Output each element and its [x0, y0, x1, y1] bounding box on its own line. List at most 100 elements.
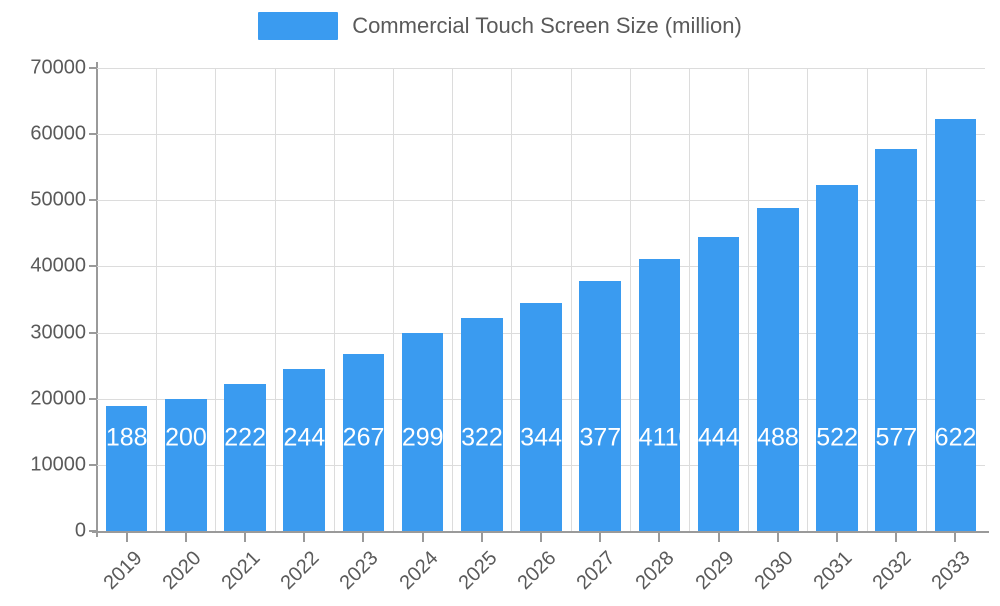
y-axis-tick-mark	[89, 331, 97, 334]
bar-column[interactable]: 41100	[638, 259, 681, 531]
x-axis-tick-label: 2022	[276, 547, 324, 595]
x-axis-tick-mark	[776, 533, 779, 542]
x-axis-tick-labels: 2019 2020 2021 2022 2023 2024 2025 2026 2027 2028…	[97, 533, 985, 600]
x-axis-tick-mark	[480, 533, 483, 542]
y-axis-tick-labels: 0 10000 20000 30000 40000 50000 60000 70000	[0, 0, 97, 600]
x-axis-tick-label: 2020	[158, 547, 206, 595]
bar[interactable]	[757, 207, 799, 531]
bar[interactable]	[165, 398, 207, 531]
bar[interactable]	[105, 406, 148, 531]
y-axis-tick-label: 70000	[30, 56, 86, 79]
x-axis-tick-label: 2033	[927, 547, 975, 595]
x-axis-tick-label: 2029	[691, 547, 739, 595]
bar-column[interactable]: 18850	[105, 406, 148, 531]
x-axis-tick-mark	[362, 533, 365, 542]
y-axis-tick-label: 20000	[30, 387, 86, 410]
x-axis-tick-label: 2019	[99, 547, 147, 595]
x-axis-tick-mark	[599, 533, 602, 542]
x-axis-tick-mark	[540, 533, 542, 542]
bar-value-label: 22200	[224, 425, 266, 451]
y-axis-tick-label: 0	[74, 519, 86, 542]
bar[interactable]	[224, 384, 266, 531]
legend-swatch-icon	[258, 12, 339, 40]
y-axis-tick-label: 40000	[30, 254, 86, 277]
y-axis-tick-mark	[89, 199, 97, 202]
bar-value-label: 18850	[105, 425, 148, 451]
bar[interactable]	[342, 354, 385, 531]
y-axis-tick-label: 60000	[30, 122, 86, 145]
bar[interactable]	[579, 281, 621, 531]
bar-column[interactable]: 29950	[401, 332, 444, 531]
bar[interactable]	[934, 119, 977, 531]
bar-value-label: 41100	[638, 425, 680, 451]
x-axis-tick-mark	[836, 533, 838, 542]
x-axis-tick-mark	[421, 533, 424, 542]
x-axis-tick-label: 2026	[513, 547, 561, 595]
bar-column[interactable]: 48860	[757, 207, 799, 531]
bar-column[interactable]: 44470	[697, 236, 740, 531]
bar[interactable]	[638, 259, 681, 531]
bar-series: 18850 20000 22200 24450 26700 29950 32200 34480…	[97, 68, 985, 531]
x-axis-tick-label: 2021	[217, 547, 265, 595]
x-axis-tick-mark	[954, 533, 957, 542]
bar[interactable]	[461, 318, 503, 531]
legend-label: Commercial Touch Screen Size (million)	[352, 13, 742, 38]
x-axis-tick-label: 2025	[454, 547, 502, 595]
y-axis-tick-label: 30000	[30, 321, 86, 344]
bar-value-label: 62240	[934, 425, 977, 451]
y-axis-tick-mark	[89, 397, 97, 400]
bar[interactable]	[697, 236, 740, 531]
bar-value-label: 52280	[816, 425, 858, 451]
x-axis-line	[92, 531, 989, 533]
bar-column[interactable]: 32200	[461, 318, 503, 531]
bar-column[interactable]: 20000	[165, 398, 207, 531]
bar[interactable]	[875, 149, 917, 531]
bar[interactable]	[816, 185, 858, 531]
x-axis-tick-label: 2023	[335, 547, 383, 595]
chart-legend: Commercial Touch Screen Size (million)	[0, 8, 1000, 44]
bar-value-label: 26700	[342, 425, 385, 451]
bar-column[interactable]: 62240	[934, 119, 977, 531]
x-axis-tick-mark	[303, 533, 306, 542]
x-axis-tick-mark	[895, 533, 898, 542]
y-axis-tick-mark	[89, 265, 97, 268]
bar-value-label: 32200	[461, 425, 503, 451]
bar-column[interactable]: 37780	[579, 281, 621, 531]
x-axis-tick-label: 2031	[809, 547, 857, 595]
x-axis-tick-mark	[658, 533, 661, 542]
y-axis-tick-label: 10000	[30, 453, 86, 476]
bar-value-label: 29950	[401, 425, 444, 451]
x-axis-tick-mark	[717, 533, 720, 542]
x-axis-tick-label: 2032	[868, 547, 916, 595]
x-axis-tick-mark	[184, 533, 187, 542]
y-axis-line	[96, 62, 98, 537]
bar-column[interactable]: 57740	[875, 149, 917, 531]
bar-value-label: 44470	[697, 425, 740, 451]
bar-value-label: 20000	[165, 425, 207, 451]
y-axis-tick-mark	[89, 133, 97, 136]
x-axis-tick-label: 2028	[631, 547, 679, 595]
bar[interactable]	[520, 302, 562, 531]
x-axis-tick-label: 2030	[750, 547, 798, 595]
x-axis-tick-label: 2024	[395, 547, 443, 595]
bar-value-label: 37780	[579, 425, 621, 451]
bar-column[interactable]: 22200	[224, 384, 266, 531]
y-axis-tick-mark	[89, 67, 97, 69]
y-axis-tick-label: 50000	[30, 188, 86, 211]
x-axis-tick-mark	[125, 533, 128, 542]
bar-value-label: 57740	[875, 425, 917, 451]
bar-column[interactable]: 34480	[520, 302, 562, 531]
x-axis-tick-label: 2027	[572, 547, 620, 595]
bar-value-label: 48860	[757, 425, 799, 451]
plot-area: 18850 20000 22200 24450 26700 29950 32200 34480…	[97, 68, 985, 531]
x-axis-tick-mark	[244, 533, 246, 542]
bar[interactable]	[283, 369, 325, 531]
bar-column[interactable]: 24450	[283, 369, 325, 531]
bar-column[interactable]: 52280	[816, 185, 858, 531]
y-axis-tick-mark	[89, 463, 97, 466]
bar-value-label: 24450	[283, 425, 325, 451]
bar[interactable]	[401, 332, 444, 531]
bar-value-label: 34480	[520, 425, 562, 451]
bar-column[interactable]: 26700	[342, 354, 385, 531]
